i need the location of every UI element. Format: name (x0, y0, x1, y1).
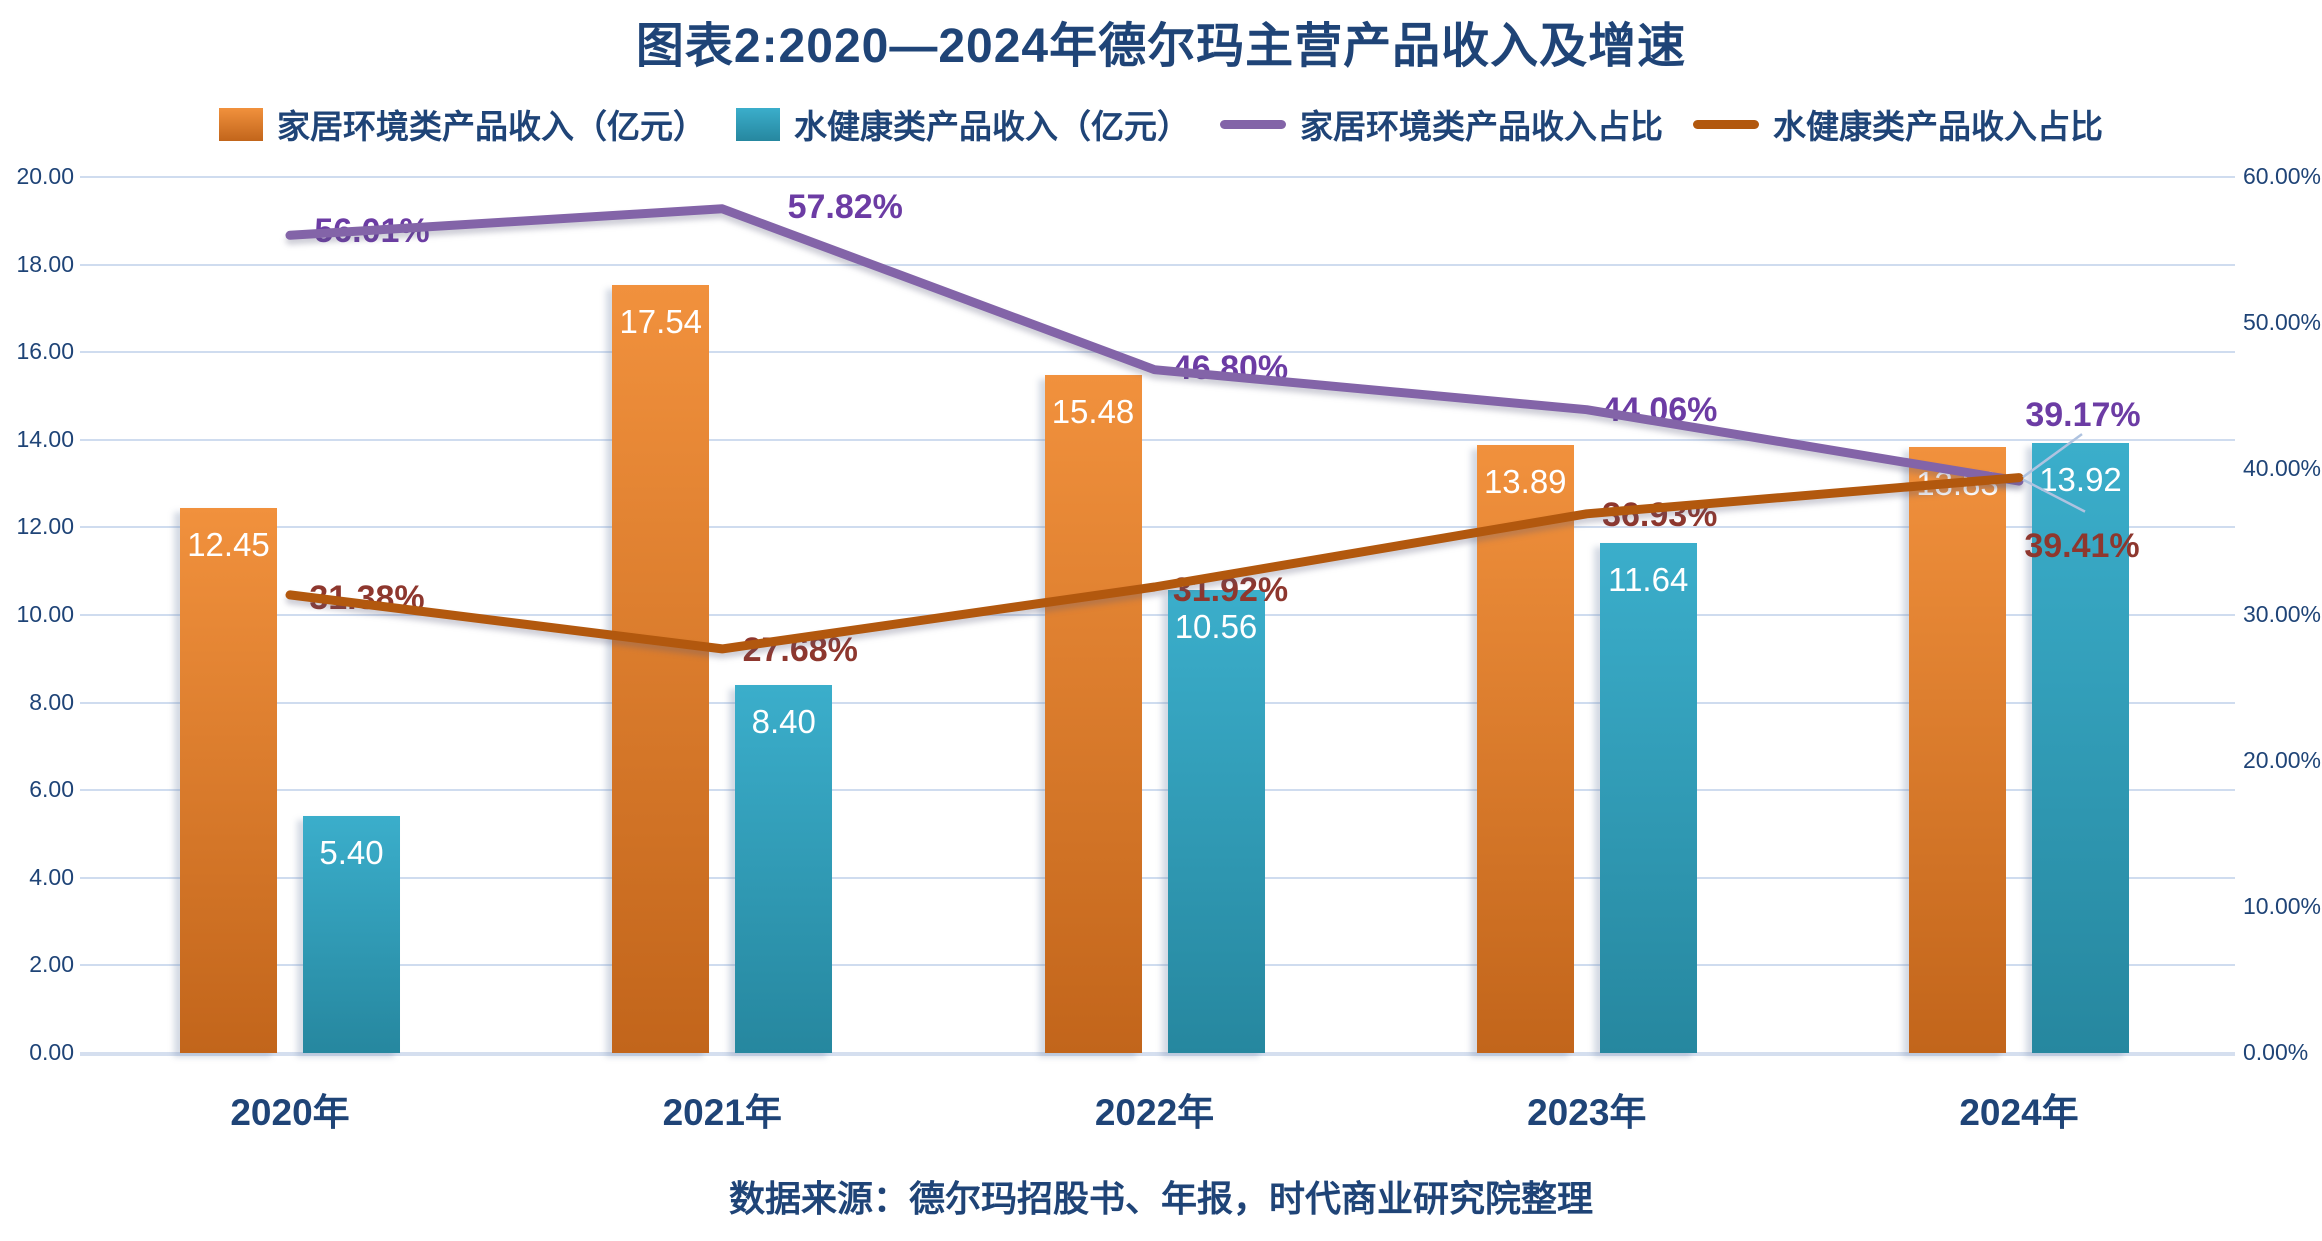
bar-value-label: 15.48 (1051, 392, 1135, 430)
x-axis-label: 2020年 (230, 1092, 350, 1133)
y-axis-label-left: 16.00 (16, 338, 74, 365)
chart-title: 图表2:2020—2024年德尔玛主营产品收入及增速 (635, 20, 1687, 73)
y-axis-label-right: 50.00% (2243, 309, 2322, 335)
y-axis-label-right: 30.00% (2243, 601, 2322, 627)
chart-legend: 家居环境类产品收入（亿元） 水健康类产品收入（亿元） 家居环境类产品收入占比 水… (0, 100, 2322, 148)
bar-value-label: 13.92 (2039, 461, 2122, 499)
legend-label-water-health-bar: 水健康类产品收入（亿元） (794, 108, 1190, 145)
y-axis-label-left: 12.00 (16, 513, 74, 540)
bar-value-label: 13.89 (1483, 462, 1567, 500)
y-axis-label-right: 10.00% (2243, 893, 2322, 919)
bar-water-health-2021 (735, 685, 833, 1053)
bar-home-env-2023 (1476, 444, 1574, 1053)
legend-swatch-home-env-line-icon (1220, 119, 1286, 129)
x-axis-label: 2023年 (1527, 1092, 1647, 1133)
legend-item-home-env-bar: 家居环境类产品收入（亿元） (219, 100, 706, 148)
gridline (80, 1052, 2235, 1056)
gridline (80, 438, 2235, 441)
legend-item-home-env-share-line: 家居环境类产品收入占比 (1220, 100, 1663, 148)
legend-item-water-health-bar: 水健康类产品收入（亿元） (736, 100, 1190, 148)
line-value-label-home-env: 57.82% (787, 187, 903, 226)
line-value-label-home-env: 46.80% (1172, 348, 1289, 387)
line-value-label-water-health-share: 31.38% (309, 578, 425, 617)
bar-home-env-2022 (1044, 374, 1142, 1053)
legend-item-water-health-share-line: 水健康类产品收入占比 (1693, 100, 2103, 148)
y-axis-label-left: 2.00 (29, 951, 74, 978)
legend-swatch-water-health-line-icon (1693, 119, 1759, 129)
gridline (80, 876, 2235, 879)
y-axis-label-left: 4.00 (29, 863, 74, 890)
bar-water-health-2022 (1167, 590, 1265, 1053)
gridline (80, 964, 2235, 967)
y-axis-label-right: 0.00% (2243, 1039, 2309, 1065)
gridline (80, 263, 2235, 266)
y-axis-label-left: 8.00 (29, 688, 74, 715)
line-value-label-home-env: 56.01% (314, 212, 430, 251)
line-value-label-water-health-share: 27.68% (742, 630, 858, 669)
bar-value-label: 17.54 (619, 302, 703, 340)
legend-label-water-health-share: 水健康类产品收入占比 (1773, 108, 2103, 145)
y-axis-label-left: 10.00 (16, 601, 74, 627)
data-source: 数据来源：德尔玛招股书、年报，时代商业研究院整理 (728, 1178, 1593, 1219)
y-axis-label-right: 20.00% (2243, 747, 2322, 773)
line-value-label-water-health-share: 31.92% (1172, 570, 1289, 609)
legend-label-home-env-share: 家居环境类产品收入占比 (1300, 108, 1663, 145)
y-axis-label-left: 18.00 (16, 250, 74, 277)
bar-water-health-2024 (2032, 443, 2129, 1053)
bar-value-label: 12.45 (187, 525, 270, 563)
gridline (80, 176, 2235, 178)
bar-value-label: 13.83 (1916, 465, 1999, 503)
bar-value-label: 11.64 (1608, 561, 1689, 599)
line-value-label-home-env: 39.17% (2025, 396, 2141, 435)
line-value-label-water-health-share: 36.93% (1602, 495, 1718, 534)
legend-swatch-home-env-bar-icon (219, 107, 263, 141)
y-axis-label-left: 14.00 (16, 425, 74, 452)
legend-label-home-env-bar: 家居环境类产品收入（亿元） (277, 108, 706, 145)
y-axis-label-left: 20.00 (16, 163, 74, 189)
line-value-label-water-health-share: 39.41% (2024, 526, 2140, 565)
bar-value-label: 10.56 (1174, 608, 1258, 646)
bar-value-label: 8.40 (751, 703, 816, 741)
gridline (80, 701, 2235, 704)
bar-water-health-2020 (303, 816, 400, 1053)
bar-home-env-2021 (612, 284, 710, 1053)
gridline (80, 789, 2235, 792)
legend-swatch-water-health-bar-icon (736, 107, 780, 141)
bar-home-env-2020 (180, 507, 277, 1053)
line-value-label-home-env: 44.06% (1602, 390, 1718, 429)
y-axis-label-left: 0.00 (29, 1039, 74, 1065)
bar-water-health-2023 (1599, 543, 1697, 1053)
y-axis-label-right: 60.00% (2243, 163, 2322, 189)
x-axis-label: 2021年 (662, 1092, 782, 1133)
bar-value-label: 5.40 (319, 834, 384, 872)
x-axis-label: 2024年 (1959, 1092, 2079, 1133)
y-axis-label-left: 6.00 (29, 776, 74, 803)
x-axis-label: 2022年 (1094, 1092, 1215, 1133)
line-water-health-share (285, 473, 2024, 654)
y-axis-label-right: 40.00% (2243, 455, 2322, 481)
